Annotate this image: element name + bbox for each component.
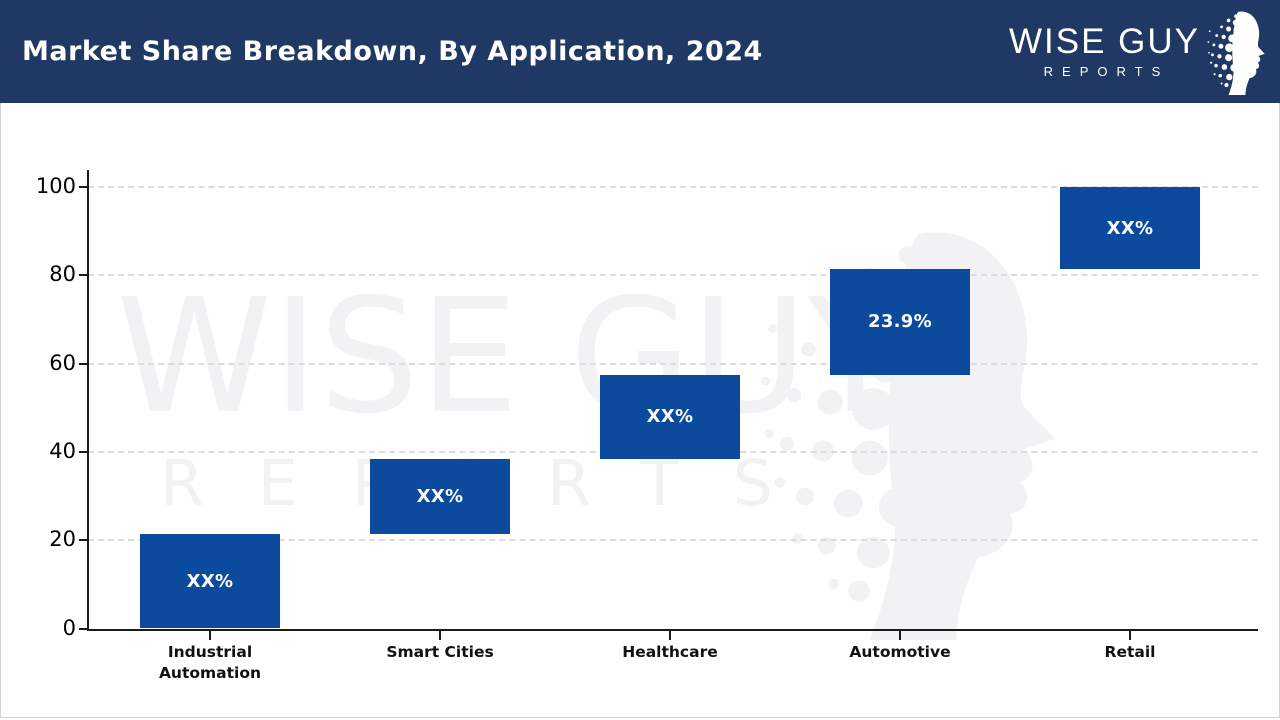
y-tick-label: 60 bbox=[49, 350, 76, 375]
y-tick-label: 0 bbox=[62, 615, 76, 640]
gridline-60 bbox=[88, 362, 1258, 365]
bar-smart-cities: XX% bbox=[370, 458, 510, 534]
gridline-20 bbox=[88, 539, 1258, 542]
x-tick-mark bbox=[899, 631, 901, 640]
y-tick-label: 40 bbox=[49, 438, 76, 463]
x-tick-mark bbox=[209, 631, 211, 640]
logo-wordmark: WISE GUY bbox=[1008, 22, 1200, 61]
x-category-label: Smart Cities bbox=[386, 642, 494, 661]
y-tick-label: 80 bbox=[49, 262, 76, 287]
y-tick-mark bbox=[79, 274, 88, 277]
bar-automotive: 23.9% bbox=[830, 269, 970, 375]
bar-value-label: XX% bbox=[416, 485, 464, 507]
wise-guy-logo: WISE GUY REPORTS bbox=[1009, 4, 1272, 99]
bar-industrial-automation: XX% bbox=[140, 533, 280, 629]
bar-value-label: XX% bbox=[1106, 217, 1154, 239]
bar-retail: XX% bbox=[1060, 187, 1200, 270]
bar-value-label: XX% bbox=[646, 406, 694, 428]
gridline-80 bbox=[88, 274, 1258, 277]
head-profile-dots-icon bbox=[1202, 9, 1272, 95]
header-bar: Market Share Breakdown, By Application, … bbox=[0, 0, 1280, 103]
gridline-100 bbox=[88, 186, 1258, 188]
x-category-label: Healthcare bbox=[622, 642, 718, 661]
watermark-wordmark: WISE GUY bbox=[116, 265, 904, 449]
chart-title: Market Share Breakdown, By Application, … bbox=[22, 36, 763, 67]
x-tick-mark bbox=[669, 631, 671, 640]
x-category-label: Industrial Automation bbox=[158, 642, 262, 682]
y-tick-mark bbox=[79, 450, 88, 453]
y-tick-mark bbox=[79, 186, 88, 188]
logo-subtext: REPORTS bbox=[1043, 64, 1170, 79]
x-category-label: Automotive bbox=[849, 642, 951, 661]
y-tick-label: 20 bbox=[49, 527, 76, 552]
y-tick-mark bbox=[79, 627, 88, 630]
bar-value-label: 23.9% bbox=[868, 311, 932, 333]
x-tick-mark bbox=[1129, 631, 1131, 640]
y-axis-line bbox=[87, 170, 90, 631]
y-tick-mark bbox=[79, 362, 88, 365]
logo-text: WISE GUY REPORTS bbox=[1009, 24, 1200, 79]
bar-value-label: XX% bbox=[186, 570, 234, 592]
bar-healthcare: XX% bbox=[600, 374, 740, 459]
x-axis-line bbox=[87, 628, 1258, 631]
x-tick-mark bbox=[439, 631, 441, 640]
x-category-label: Retail bbox=[1104, 642, 1156, 661]
y-tick-mark bbox=[79, 539, 88, 542]
y-tick-label: 100 bbox=[35, 174, 76, 198]
